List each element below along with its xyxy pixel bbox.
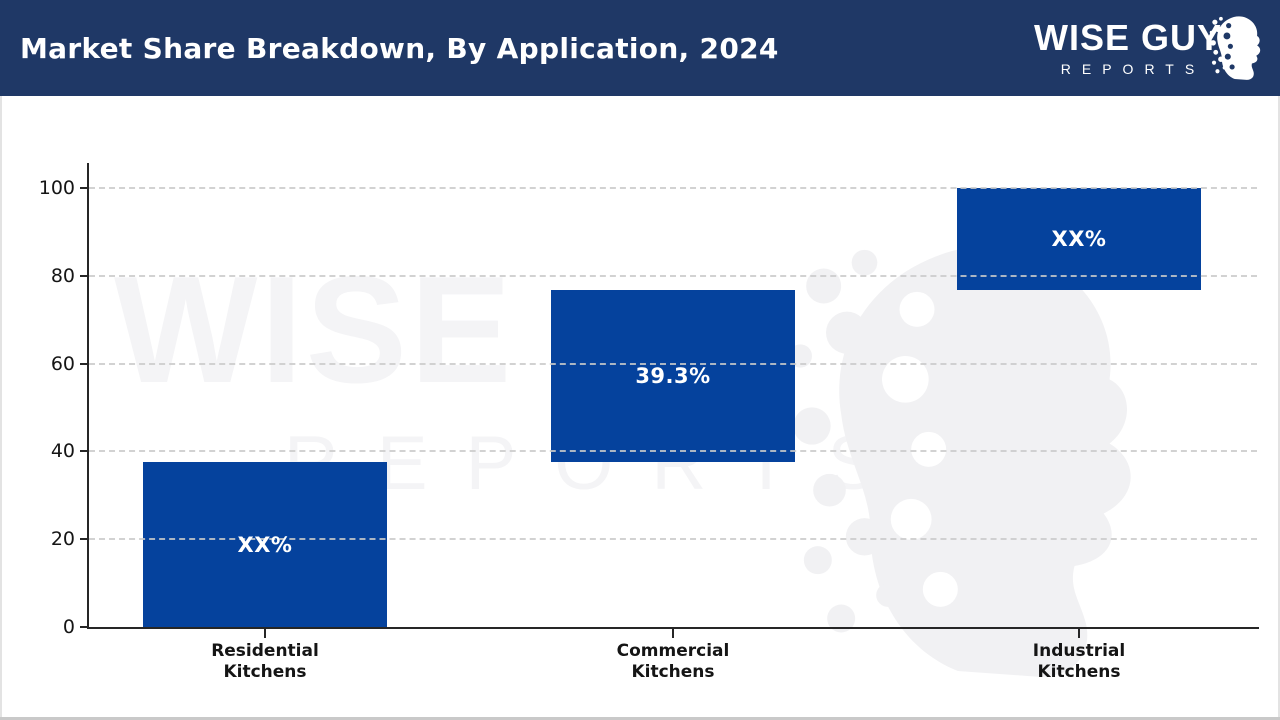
logo-text: WISE GUY REPORTS — [1034, 18, 1222, 78]
x-tick-2 — [672, 629, 674, 638]
logo-wordmark: WISE GUY — [1033, 17, 1222, 58]
bar-residential-kitchens — [143, 462, 387, 627]
y-tick-label-80: 80 — [50, 264, 75, 287]
gridline-20 — [89, 538, 1257, 541]
y-tick-40 — [80, 450, 89, 453]
watermark-wordmark: WISE — [114, 245, 515, 415]
gridline-100 — [89, 187, 1257, 189]
y-tick-80 — [80, 274, 89, 277]
y-tick-label-20: 20 — [50, 528, 75, 551]
wise-guy-reports-logo: WISE GUY REPORTS — [1034, 8, 1270, 88]
bar-value-label: XX% — [237, 532, 293, 557]
logo-head-profile-icon — [1209, 16, 1261, 80]
x-axis-spine — [87, 627, 1259, 629]
y-axis-spine — [87, 163, 89, 629]
y-tick-60 — [80, 362, 89, 365]
chart-title: Market Share Breakdown, By Application, … — [20, 31, 779, 65]
gridline-40 — [89, 450, 1257, 453]
bar-commercial-kitchens — [551, 289, 795, 463]
x-axis-label-commercial: Commercial Kitchens — [616, 641, 730, 682]
y-tick-label-100: 100 — [38, 177, 75, 199]
x-axis-label-residential: Residential Kitchens — [211, 641, 319, 682]
y-tick-0 — [80, 626, 89, 628]
gridline-80 — [89, 274, 1257, 277]
x-tick-3 — [1078, 629, 1080, 638]
x-tick-1 — [264, 629, 266, 638]
y-tick-100 — [80, 187, 89, 189]
logo-subtitle: REPORTS — [1060, 61, 1206, 77]
bar-value-label: 39.3% — [635, 364, 711, 389]
bar-value-label: XX% — [1051, 226, 1107, 251]
header-bar: Market Share Breakdown, By Application, … — [0, 0, 1280, 96]
x-axis-label-industrial: Industrial Kitchens — [1032, 641, 1126, 682]
y-tick-label-60: 60 — [50, 352, 75, 375]
bottom-border-strip — [0, 717, 1280, 720]
y-tick-label-40: 40 — [50, 440, 75, 463]
gridline-60 — [89, 362, 1257, 365]
y-tick-20 — [80, 538, 89, 541]
y-tick-label-0: 0 — [62, 616, 75, 638]
chart-canvas: WISE REPORTS — [0, 96, 1280, 717]
